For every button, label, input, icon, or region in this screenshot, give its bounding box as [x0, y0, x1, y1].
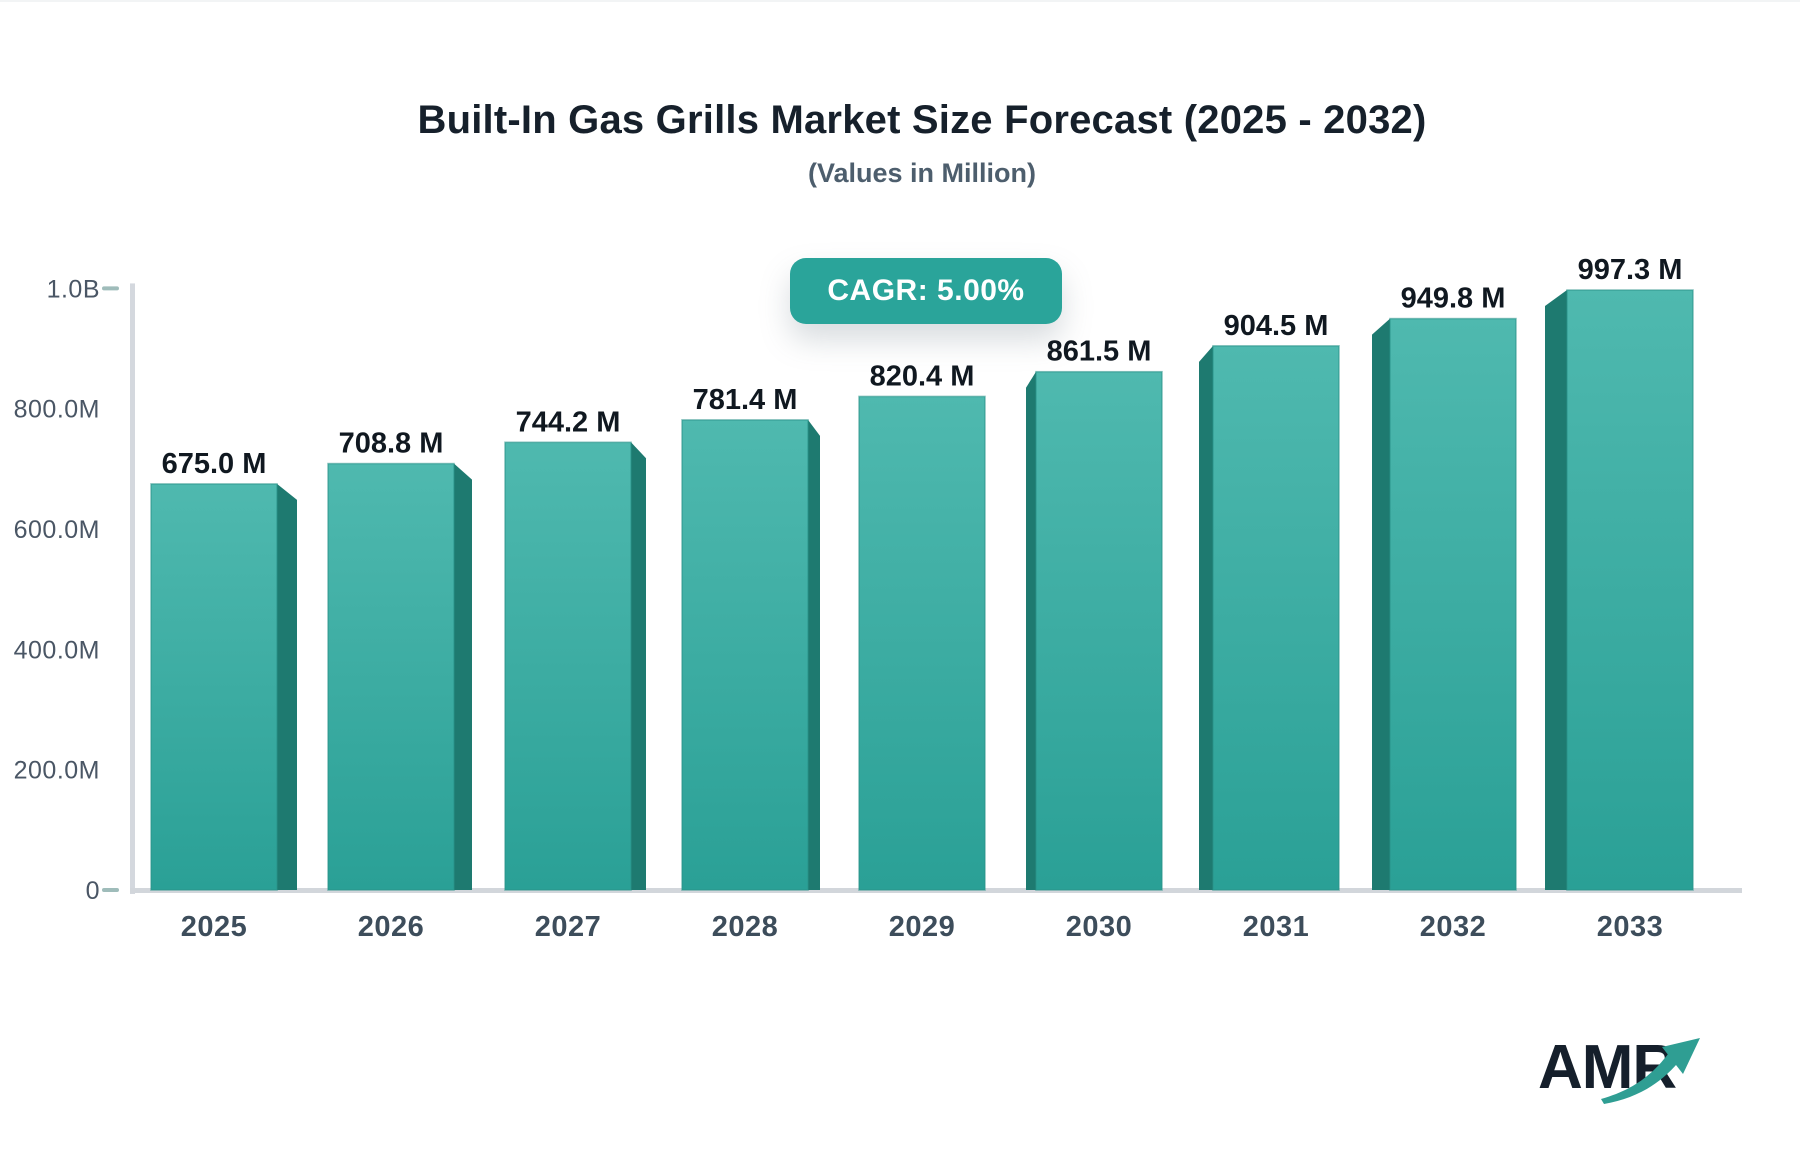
bar-2025 [150, 483, 278, 891]
bar-2030 [1035, 370, 1163, 891]
bar-side-2028 [808, 419, 820, 890]
bar-side-2025 [277, 483, 297, 890]
cagr-badge: CAGR: 5.00% [790, 258, 1062, 324]
chart-title: Built-In Gas Grills Market Size Forecast… [417, 98, 1427, 142]
x-axis-label-2027: 2027 [535, 911, 602, 943]
y-axis-tick [102, 888, 119, 892]
bar-side-2030 [1026, 371, 1036, 891]
bar-value-label-2025: 675.0 M [162, 448, 267, 480]
x-axis-label-2031: 2031 [1243, 911, 1310, 943]
bar-value-label-2031: 904.5 M [1224, 310, 1329, 342]
y-axis-label: 0 [86, 877, 100, 905]
y-axis-label: 200.0M [14, 757, 100, 785]
bar-side-2031 [1199, 345, 1213, 891]
x-axis-label-2032: 2032 [1420, 911, 1487, 943]
bar-side-2026 [454, 463, 472, 890]
bar-value-label-2026: 708.8 M [339, 428, 444, 460]
bar-2027 [504, 441, 632, 891]
y-axis-label: 1.0B [47, 275, 100, 303]
bar-2031 [1212, 345, 1340, 891]
bar-value-label-2028: 781.4 M [693, 384, 798, 416]
bar-2028 [681, 419, 809, 891]
logo-text: AMR [1538, 1033, 1676, 1102]
logo-arrowhead-icon [1662, 1038, 1700, 1074]
bar-value-label-2032: 949.8 M [1401, 283, 1506, 315]
bar-2026 [327, 462, 455, 891]
x-axis-label-2030: 2030 [1066, 911, 1133, 943]
bar-side-2032 [1372, 318, 1390, 890]
bar-2032 [1389, 317, 1517, 891]
y-axis-label: 400.0M [14, 636, 100, 664]
bar-value-label-2029: 820.4 M [870, 360, 975, 392]
y-axis-tick [102, 286, 119, 291]
chart-subtitle: (Values in Million) [807, 158, 1037, 188]
bar-side-2027 [631, 442, 646, 890]
x-axis-label-2026: 2026 [358, 911, 425, 943]
x-axis-label-2028: 2028 [712, 911, 779, 943]
bar-2033 [1566, 289, 1694, 891]
bar-value-label-2033: 997.3 M [1578, 254, 1683, 286]
bar-value-label-2030: 861.5 M [1047, 336, 1152, 368]
x-axis-label-2033: 2033 [1597, 911, 1664, 943]
bar-2029 [858, 395, 986, 891]
y-axis-label: 600.0M [14, 516, 100, 544]
amr-logo: AMR [1538, 1033, 1700, 1104]
x-axis-label-2029: 2029 [889, 911, 956, 943]
bar-value-label-2027: 744.2 M [516, 406, 621, 438]
y-axis-label: 800.0M [14, 396, 100, 424]
x-axis-label-2025: 2025 [181, 911, 248, 943]
bar-side-2033 [1545, 290, 1567, 891]
y-axis-line [130, 283, 135, 894]
logo-arrow-icon [1601, 1050, 1682, 1104]
